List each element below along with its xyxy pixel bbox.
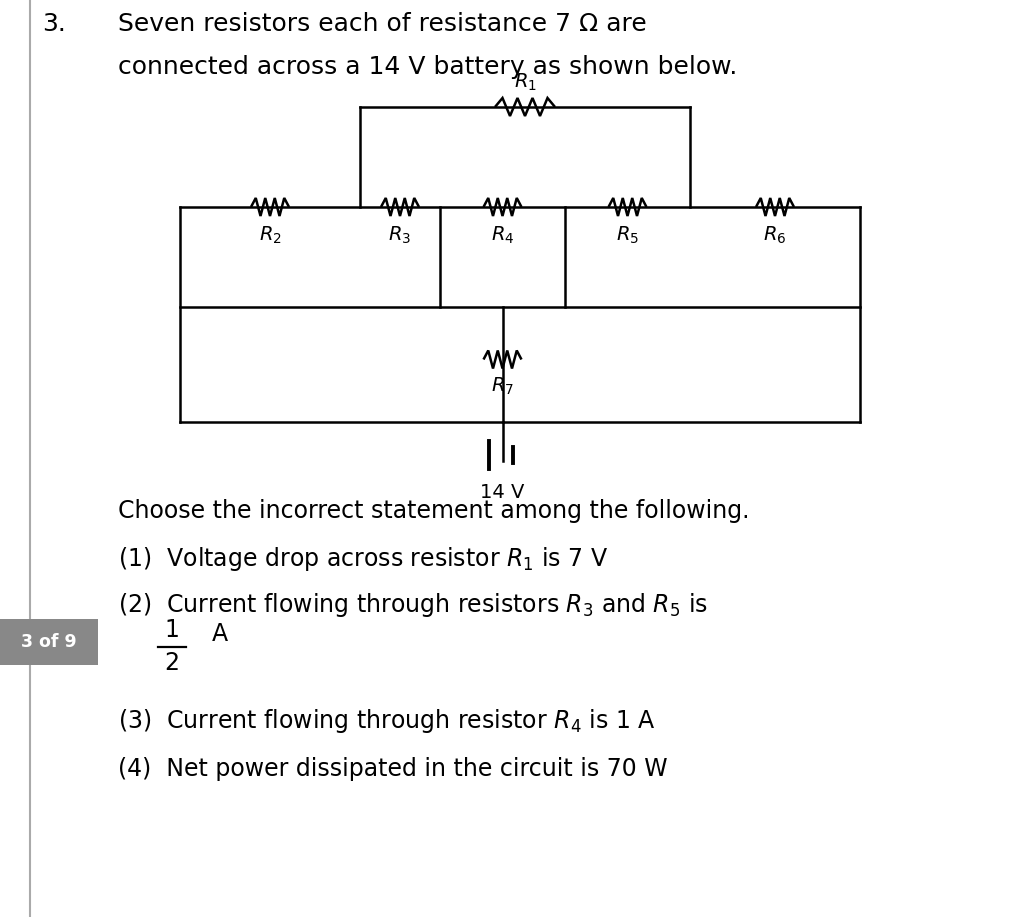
Text: $R_2$: $R_2$ bbox=[259, 225, 282, 247]
Text: (1)  Voltage drop across resistor $R_1$ is 7 V: (1) Voltage drop across resistor $R_1$ i… bbox=[118, 545, 608, 573]
Text: (3)  Current flowing through resistor $R_4$ is 1 A: (3) Current flowing through resistor $R_… bbox=[118, 707, 655, 735]
Text: (2)  Current flowing through resistors $R_3$ and $R_5$ is: (2) Current flowing through resistors $R… bbox=[118, 591, 708, 619]
Text: connected across a 14 V battery as shown below.: connected across a 14 V battery as shown… bbox=[118, 55, 737, 79]
Text: 3.: 3. bbox=[42, 12, 66, 36]
Text: $R_7$: $R_7$ bbox=[490, 375, 514, 397]
Text: $R_1$: $R_1$ bbox=[514, 72, 537, 93]
Text: Seven resistors each of resistance 7 Ω are: Seven resistors each of resistance 7 Ω a… bbox=[118, 12, 647, 36]
Text: $R_6$: $R_6$ bbox=[763, 225, 786, 247]
Text: $R_3$: $R_3$ bbox=[388, 225, 412, 247]
Text: A: A bbox=[212, 622, 228, 646]
Text: $R_5$: $R_5$ bbox=[616, 225, 639, 247]
Text: 2: 2 bbox=[165, 651, 179, 675]
Text: Choose the incorrect statement among the following.: Choose the incorrect statement among the… bbox=[118, 499, 750, 523]
Text: $R_4$: $R_4$ bbox=[490, 225, 514, 247]
Text: (4)  Net power dissipated in the circuit is 70 W: (4) Net power dissipated in the circuit … bbox=[118, 757, 668, 781]
Text: 1: 1 bbox=[165, 618, 179, 642]
Text: 3 of 9: 3 of 9 bbox=[22, 633, 77, 651]
FancyBboxPatch shape bbox=[0, 619, 98, 665]
Text: 14 V: 14 V bbox=[480, 483, 524, 502]
